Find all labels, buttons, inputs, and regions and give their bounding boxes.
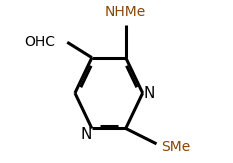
- Text: SMe: SMe: [161, 140, 190, 154]
- Text: N: N: [80, 127, 91, 142]
- Text: OHC: OHC: [24, 35, 55, 49]
- Text: NHMe: NHMe: [105, 5, 146, 19]
- Text: N: N: [143, 86, 154, 101]
